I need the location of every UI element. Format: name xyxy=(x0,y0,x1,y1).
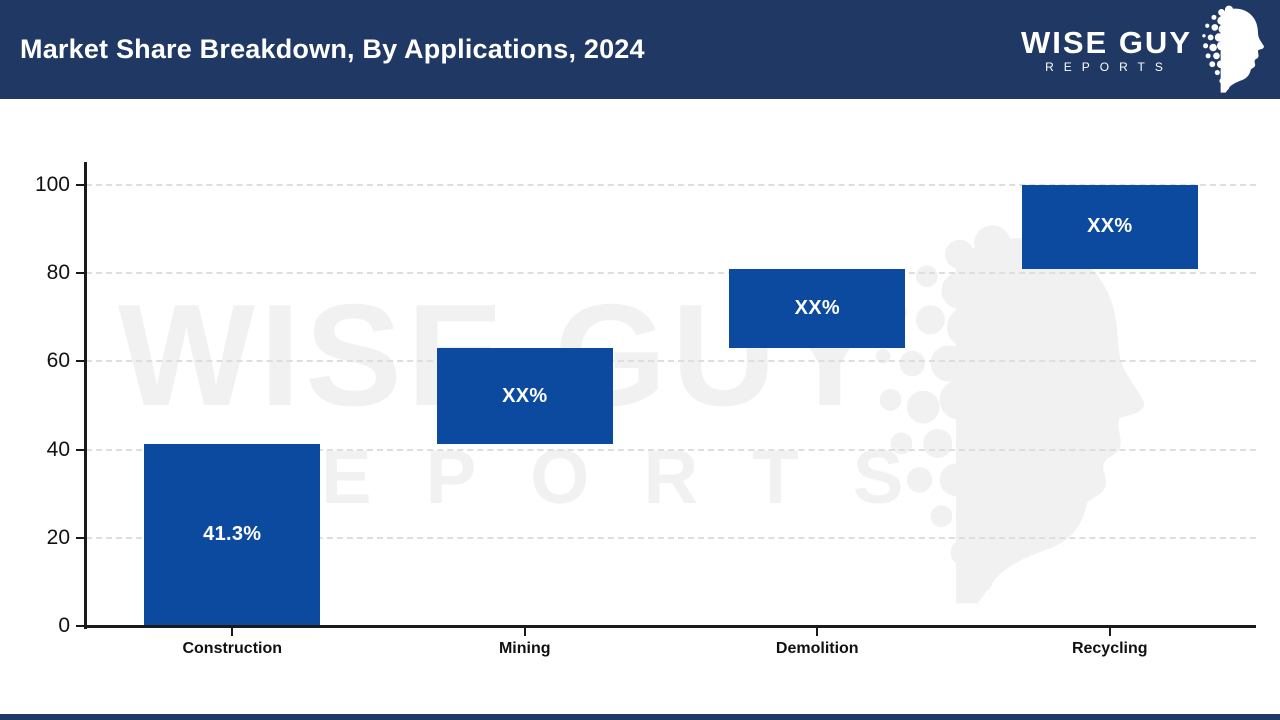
x-tick-label-construction: Construction xyxy=(182,640,283,657)
bar-value-label: XX% xyxy=(1087,215,1133,238)
x-tick xyxy=(231,628,234,636)
y-axis-line xyxy=(84,162,87,629)
bar-value-label: XX% xyxy=(502,384,548,407)
bar-mining: XX% xyxy=(436,348,613,444)
gridline xyxy=(86,360,1256,363)
bar-demolition: XX% xyxy=(729,268,906,349)
y-tick xyxy=(76,360,84,363)
y-tick xyxy=(76,272,84,275)
wiseguy-logo: WISE GUY REPORTS xyxy=(1021,4,1266,96)
footer-bar xyxy=(0,714,1280,720)
y-tick-label: 0 xyxy=(58,614,70,637)
y-tick xyxy=(76,536,84,539)
watermark-text-line2: REPORTS xyxy=(212,435,958,520)
gridline xyxy=(86,536,1256,539)
y-tick-label: 40 xyxy=(46,437,70,461)
wiseguy-head-icon xyxy=(1202,5,1264,93)
x-tick xyxy=(1108,628,1111,636)
bar-recycling: XX% xyxy=(1021,185,1198,269)
x-tick-label-recycling: Recycling xyxy=(1071,640,1148,657)
gridline xyxy=(86,184,1256,186)
bar-construction: 41.3% xyxy=(144,443,321,626)
header-bar: Market Share Breakdown, By Applications,… xyxy=(0,0,1280,99)
wiseguy-logo-line1: WISE GUY xyxy=(1020,24,1192,60)
chart-title: Market Share Breakdown, By Applications,… xyxy=(20,34,645,64)
y-tick xyxy=(76,448,84,451)
y-tick-label: 80 xyxy=(46,261,70,285)
y-tick xyxy=(76,184,84,186)
gridline xyxy=(86,272,1256,275)
x-tick xyxy=(816,628,819,636)
wiseguy-logo-text: WISE GUY REPORTS xyxy=(1021,27,1192,73)
bar-value-label: XX% xyxy=(794,296,840,319)
bar-value-label: 41.3% xyxy=(203,523,262,546)
y-tick-label: 60 xyxy=(46,349,70,373)
x-tick-label-demolition: Demolition xyxy=(775,640,859,657)
gridline xyxy=(86,448,1256,451)
x-tick-label-mining: Mining xyxy=(498,640,551,657)
x-axis-line xyxy=(84,625,1256,628)
x-tick xyxy=(523,628,526,636)
y-tick-label: 20 xyxy=(46,525,70,549)
wiseguy-logo-line2: REPORTS xyxy=(1045,59,1173,74)
y-tick xyxy=(76,625,84,627)
y-tick-label: 100 xyxy=(34,173,70,196)
